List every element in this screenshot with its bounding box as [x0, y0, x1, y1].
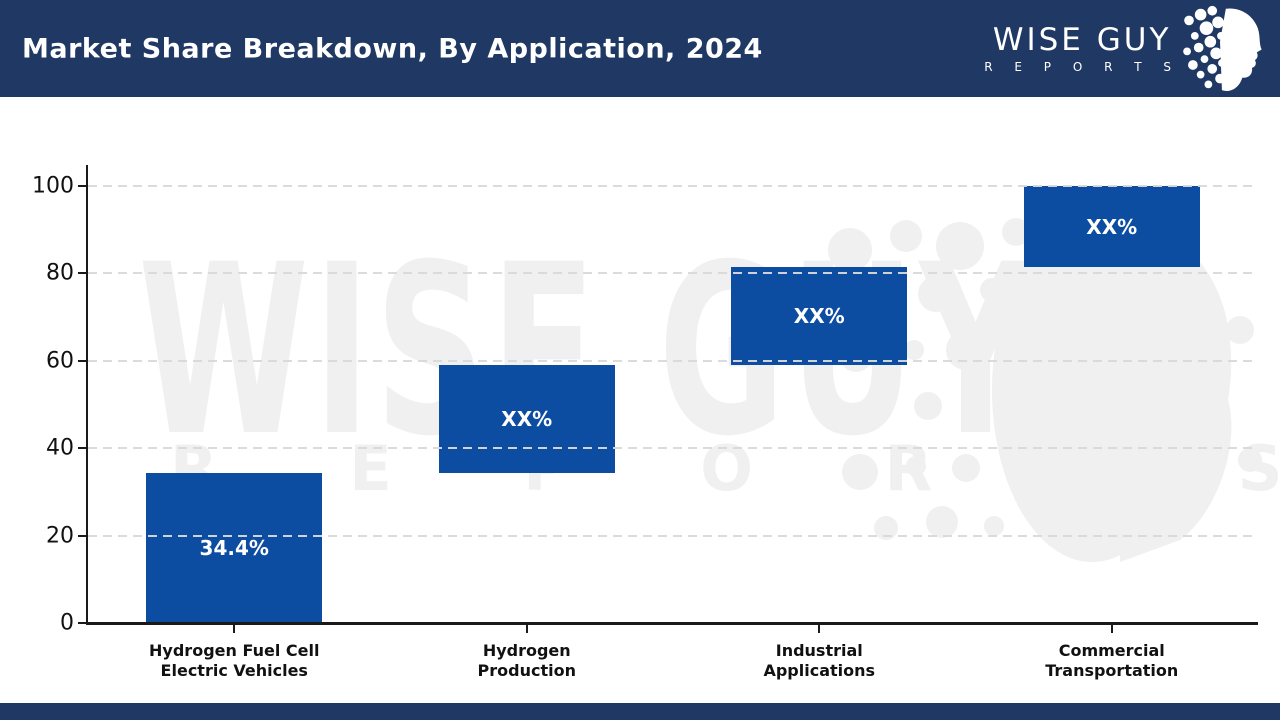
x-category-label: Commercial Transportation — [1045, 641, 1179, 680]
y-tick-mark — [78, 359, 86, 362]
footer-bar — [0, 703, 1280, 720]
x-tick-mark — [818, 625, 821, 633]
gridline — [88, 359, 1258, 362]
logo-wordmark: WISE GUY — [992, 22, 1172, 58]
page-title: Market Share Breakdown, By Application, … — [22, 33, 763, 64]
bar — [731, 267, 908, 366]
y-tick-label: 80 — [46, 260, 74, 286]
logo-text: WISE GUY R E P O R T S — [984, 23, 1180, 75]
logo-head-icon — [1183, 5, 1262, 91]
y-tick-label: 60 — [46, 348, 74, 374]
gridline — [88, 534, 1258, 537]
logo-subtext: R E P O R T S — [984, 60, 1180, 74]
x-category-label: Hydrogen Fuel Cell Electric Vehicles — [149, 641, 320, 680]
gridline — [88, 272, 1258, 275]
y-axis-spine — [86, 165, 88, 624]
x-tick-mark — [525, 625, 528, 633]
y-tick-label: 100 — [32, 173, 74, 199]
bar — [146, 472, 323, 623]
y-tick-mark — [78, 622, 86, 624]
bar-value-label: 34.4% — [199, 535, 269, 560]
y-tick-mark — [78, 272, 86, 275]
bar-value-label: XX% — [501, 406, 553, 431]
x-tick-mark — [233, 625, 236, 633]
y-tick-label: 20 — [46, 523, 74, 549]
bar-value-label: XX% — [793, 304, 845, 329]
brand-logo: WISE GUY R E P O R T S — [984, 5, 1266, 92]
watermark-head-graphic — [820, 218, 1262, 562]
y-tick-mark — [78, 447, 86, 450]
gridline — [88, 447, 1258, 450]
bar-value-label: XX% — [1086, 214, 1138, 239]
bar — [1023, 186, 1200, 268]
y-tick-label: 40 — [46, 435, 74, 461]
gridline — [88, 185, 1258, 187]
x-tick-mark — [1110, 625, 1113, 633]
y-tick-mark — [78, 534, 86, 537]
x-axis-spine — [86, 622, 1258, 625]
y-tick-mark — [78, 185, 86, 187]
x-category-label: Hydrogen Production — [477, 641, 576, 680]
header-bar: Market Share Breakdown, By Application, … — [0, 0, 1280, 97]
x-category-label: Industrial Applications — [763, 641, 876, 680]
bar — [438, 365, 615, 473]
y-tick-label: 0 — [60, 610, 74, 636]
